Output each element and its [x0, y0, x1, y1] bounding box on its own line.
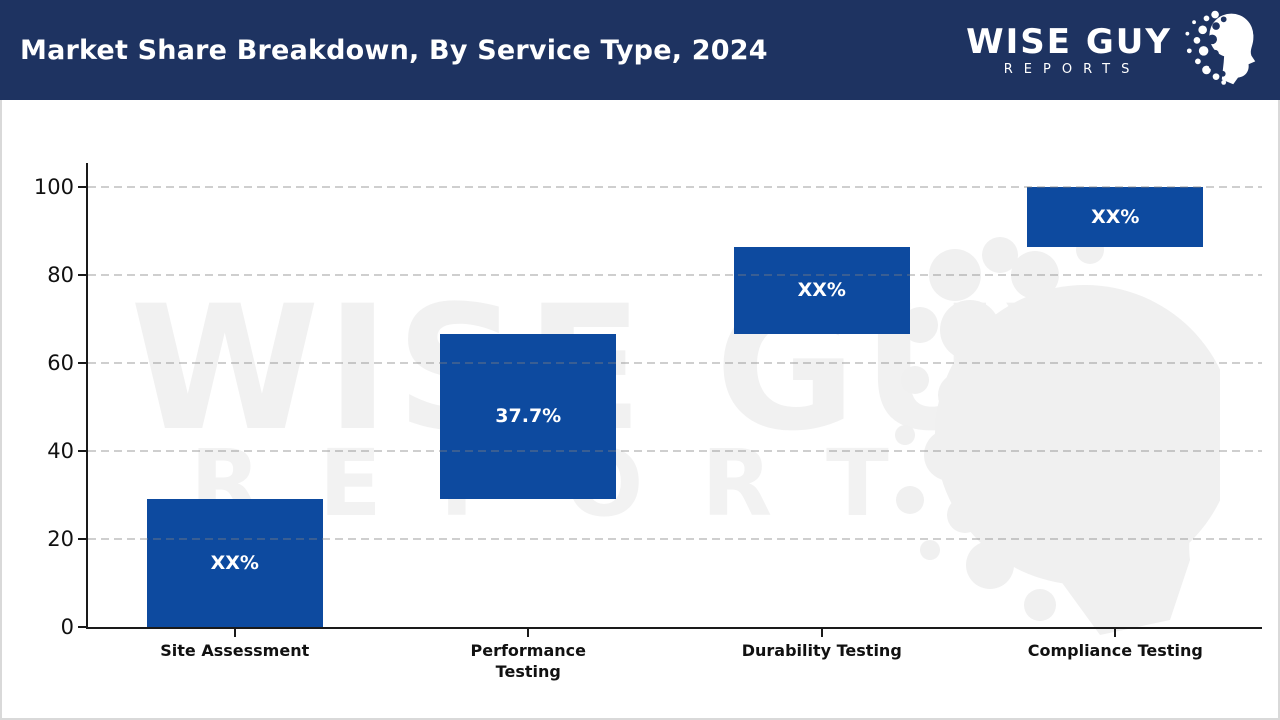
y-gridline: [88, 450, 1262, 452]
brand-logo: WISE GUY REPORTS: [966, 6, 1260, 94]
y-tick-mark: [78, 450, 86, 452]
bar-value-label: 37.7%: [495, 405, 562, 428]
waterfall-bar: [733, 247, 910, 334]
y-tick-mark: [78, 626, 86, 628]
x-tick-label-line: Durability Testing: [741, 641, 902, 660]
brand-subname: REPORTS: [1003, 61, 1141, 77]
waterfall-bar: [1027, 187, 1204, 248]
y-tick-mark: [78, 186, 86, 188]
waterfall-bar: [146, 499, 323, 627]
watermark-head-graphic: [860, 219, 1235, 644]
y-tick-mark: [78, 274, 86, 276]
x-tick-mark: [1114, 629, 1117, 637]
x-tick-label: Performance Testing: [398, 640, 658, 682]
y-tick-label: 80: [47, 263, 74, 287]
x-tick-label-line: Compliance Testing: [1027, 641, 1203, 660]
brand-logo-text: WISE GUY REPORTS: [966, 25, 1172, 76]
y-tick-label: 60: [47, 351, 74, 375]
x-tick-label: Site Assessment: [105, 640, 365, 661]
page-title: Market Share Breakdown, By Service Type,…: [20, 34, 768, 66]
x-tick-label-line: Site Assessment: [160, 641, 310, 660]
y-gridline: [88, 274, 1262, 276]
y-tick-mark: [78, 538, 86, 540]
y-gridline: [88, 362, 1262, 364]
y-tick-mark: [78, 362, 86, 364]
head-profile-icon: [1174, 6, 1260, 94]
y-tick-label: 0: [60, 615, 74, 639]
y-tick-label: 100: [33, 175, 74, 199]
y-tick-label: 40: [47, 439, 74, 463]
x-tick-label-line: Performance: [470, 641, 586, 660]
y-tick-label: 20: [47, 527, 74, 551]
x-axis-line: [86, 627, 1262, 629]
brand-name: WISE GUY: [966, 21, 1172, 62]
y-axis-line: [86, 163, 88, 629]
x-tick-label-line: Testing: [495, 662, 561, 681]
x-tick-label: Compliance Testing: [985, 640, 1245, 661]
waterfall-bar: [440, 333, 617, 500]
x-tick-mark: [820, 629, 823, 637]
header: Market Share Breakdown, By Service Type,…: [0, 0, 1280, 100]
bar-value-label: XX%: [210, 552, 259, 575]
y-gridline: [88, 186, 1262, 188]
x-tick-mark: [233, 629, 236, 637]
bar-value-label: XX%: [1091, 206, 1140, 229]
bar-value-label: XX%: [797, 279, 846, 302]
y-gridline: [88, 538, 1262, 540]
x-tick-label: Durability Testing: [692, 640, 952, 661]
x-tick-mark: [527, 629, 530, 637]
